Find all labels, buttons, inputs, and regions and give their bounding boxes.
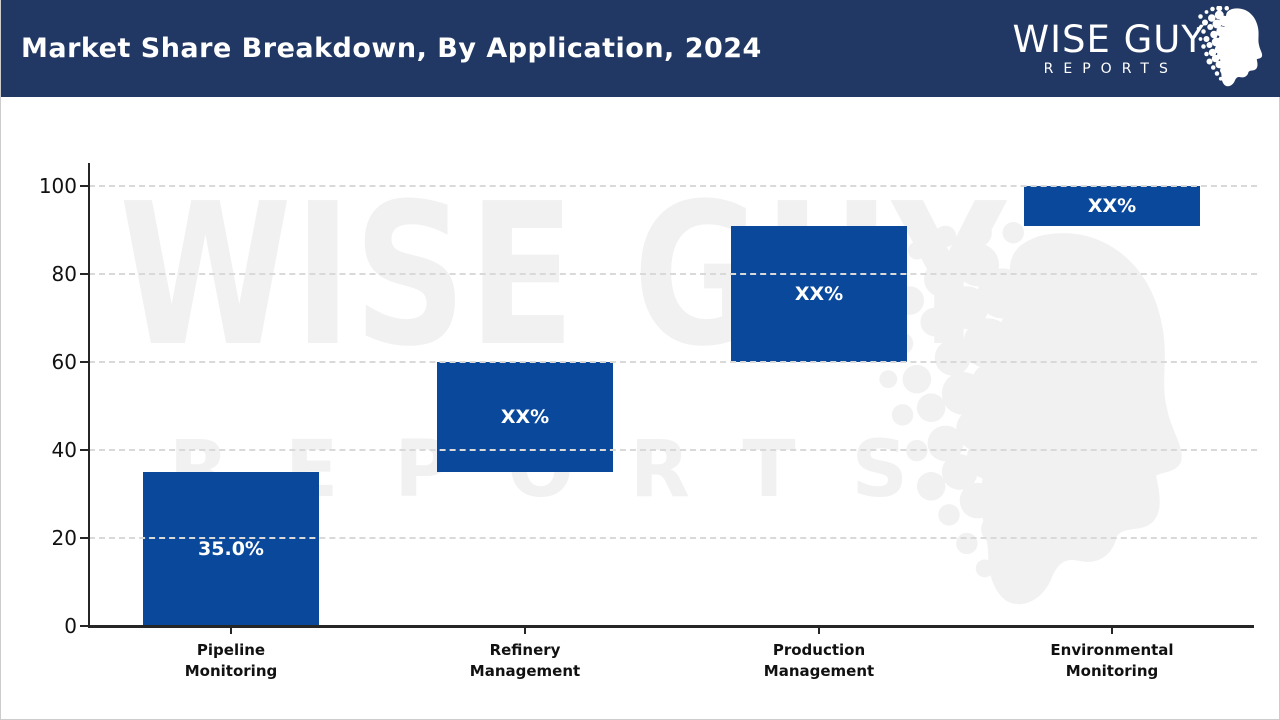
- gridline-60: [89, 361, 1257, 363]
- bar-2: [731, 225, 907, 362]
- y-tick-label-40: 40: [51, 438, 77, 462]
- bar-3: [1024, 186, 1200, 226]
- x-tick-1: [524, 627, 526, 634]
- x-tick-3: [1111, 627, 1113, 634]
- gridline-40: [89, 449, 1257, 451]
- bar-value-label-1: XX%: [500, 406, 550, 428]
- x-category-label-1: Refinery Management: [469, 641, 581, 680]
- bar-1: [437, 362, 613, 472]
- x-axis-spine: [88, 625, 1254, 628]
- y-tick-label-20: 20: [51, 526, 77, 550]
- y-tick-40: [80, 449, 89, 451]
- y-tick-0: [80, 625, 89, 627]
- x-category-label-2: Production Management: [763, 641, 875, 680]
- brand-wordmark: WISE GUY REPORTS: [1012, 17, 1205, 77]
- y-axis-spine: [88, 163, 90, 628]
- x-category-label-3: Environmental Monitoring: [1050, 641, 1174, 680]
- brand-name: WISE GUY: [1012, 17, 1205, 61]
- x-tick-0: [230, 627, 232, 634]
- brand-logo: WISE GUY REPORTS: [1013, 6, 1267, 90]
- bar-0: [143, 472, 319, 626]
- bar-value-label-3: XX%: [1087, 194, 1137, 217]
- gridline-80: [89, 273, 1257, 275]
- page-title: Market Share Breakdown, By Application, …: [21, 33, 762, 64]
- gridline-20: [89, 537, 1257, 539]
- bar-value-label-0: 35.0%: [198, 538, 264, 560]
- header: Market Share Breakdown, By Application, …: [1, 0, 1280, 97]
- y-tick-label-60: 60: [51, 350, 77, 374]
- y-tick-label-100: 100: [38, 174, 77, 198]
- x-category-label-0: Pipeline Monitoring: [184, 641, 278, 680]
- y-tick-80: [80, 273, 89, 275]
- y-tick-20: [80, 537, 89, 539]
- y-tick-60: [80, 361, 89, 363]
- gridline-100: [89, 185, 1257, 187]
- brand-subname: REPORTS: [1043, 60, 1178, 77]
- y-tick-label-0: 0: [64, 614, 77, 638]
- x-tick-2: [818, 627, 820, 634]
- y-tick-100: [80, 185, 89, 187]
- y-tick-label-80: 80: [51, 262, 77, 286]
- bar-value-label-2: XX%: [794, 282, 844, 305]
